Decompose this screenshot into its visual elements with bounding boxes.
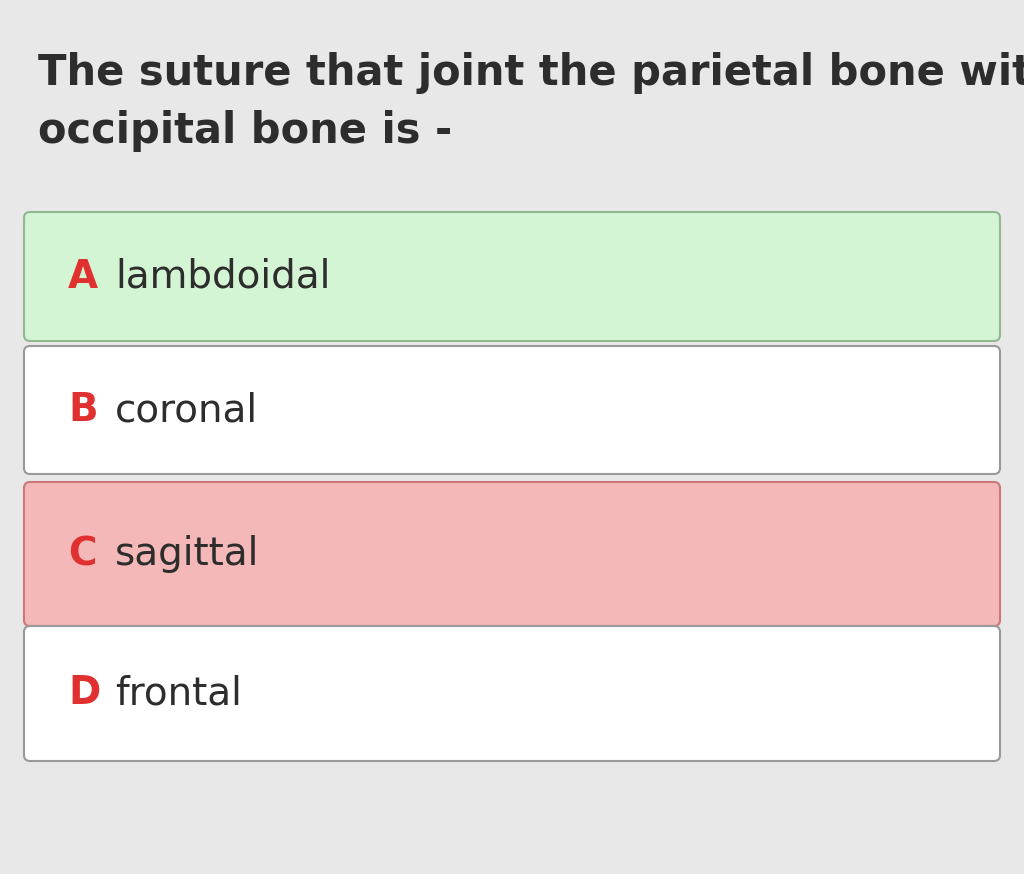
Text: frontal: frontal — [115, 675, 242, 712]
Text: lambdoidal: lambdoidal — [115, 258, 331, 295]
Text: sagittal: sagittal — [115, 535, 259, 573]
Text: A: A — [68, 258, 98, 295]
FancyBboxPatch shape — [24, 212, 1000, 341]
Text: The suture that joint the parietal bone with: The suture that joint the parietal bone … — [38, 52, 1024, 94]
Text: D: D — [68, 675, 100, 712]
Text: B: B — [68, 391, 97, 429]
Text: coronal: coronal — [115, 391, 258, 429]
Text: C: C — [68, 535, 96, 573]
FancyBboxPatch shape — [24, 626, 1000, 761]
FancyBboxPatch shape — [24, 482, 1000, 626]
FancyBboxPatch shape — [24, 346, 1000, 474]
Text: occipital bone is -: occipital bone is - — [38, 110, 453, 152]
